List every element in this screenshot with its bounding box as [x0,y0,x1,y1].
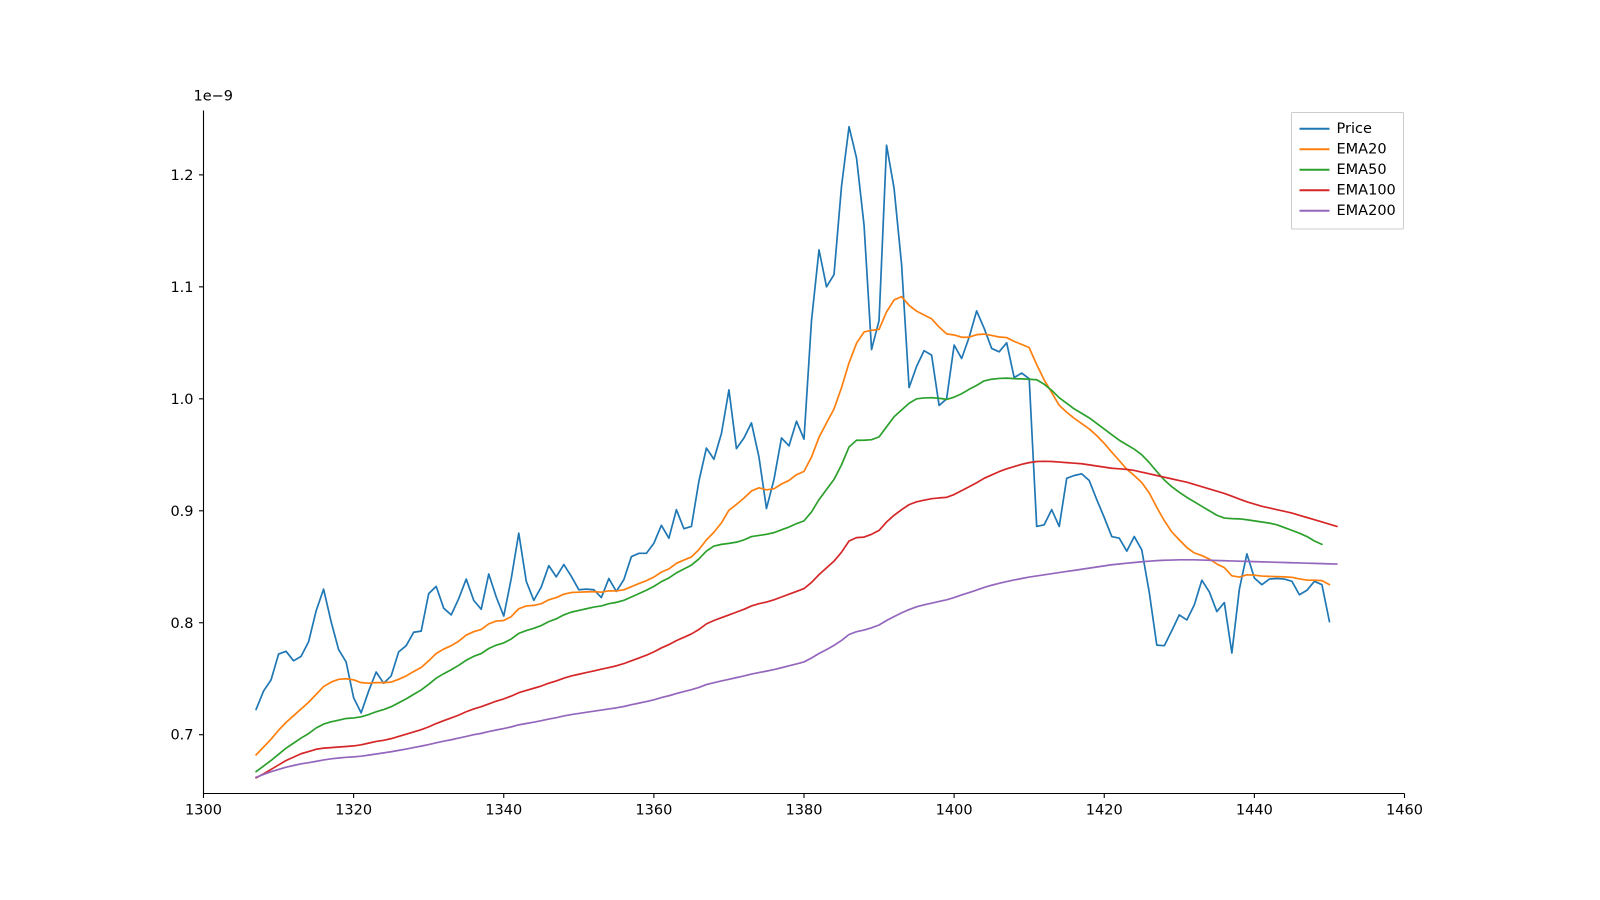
chart-axes: 1300 1320 1340 1360 1380 1400 1420 1440 1460 0.7 0… [170,89,1423,819]
x-tick-label: 1420 [1086,803,1123,819]
y-tick-label: 0.9 [170,504,193,520]
series-line-ema50 [255,377,1323,773]
legend-label-ema200[interactable]: EMA200 [1337,203,1396,219]
y-tick-label: 0.7 [170,728,193,744]
chart-legend[interactable]: Price EMA20 EMA50 EMA100 EMA200 [1291,112,1404,230]
y-tick-label: 0.8 [170,616,193,632]
legend-label-ema50[interactable]: EMA50 [1337,162,1387,178]
y-tick-label: 1.2 [170,168,193,184]
series-line-ema100 [255,460,1338,779]
legend-label-ema100[interactable]: EMA100 [1337,182,1396,198]
x-tick-label: 1340 [485,803,522,819]
x-tick-label: 1320 [335,803,372,819]
legend-label-price[interactable]: Price [1337,121,1372,137]
legend-frame [1291,112,1404,230]
chart-series [255,125,1338,779]
series-line-ema20 [255,295,1331,756]
y-tick-label: 1.0 [170,392,193,408]
x-tick-label: 1360 [635,803,672,819]
x-tick-label: 1460 [1386,803,1423,819]
y-tick-label: 1.1 [170,280,193,296]
x-tick-label: 1440 [1236,803,1273,819]
legend-label-ema20[interactable]: EMA20 [1337,141,1387,157]
x-tick-label: 1300 [185,803,222,819]
series-line-price [255,125,1331,714]
y-axis-offset-label: 1e−9 [194,89,234,105]
x-tick-label: 1380 [786,803,823,819]
x-tick-label: 1400 [936,803,973,819]
series-line-ema200 [255,558,1338,779]
